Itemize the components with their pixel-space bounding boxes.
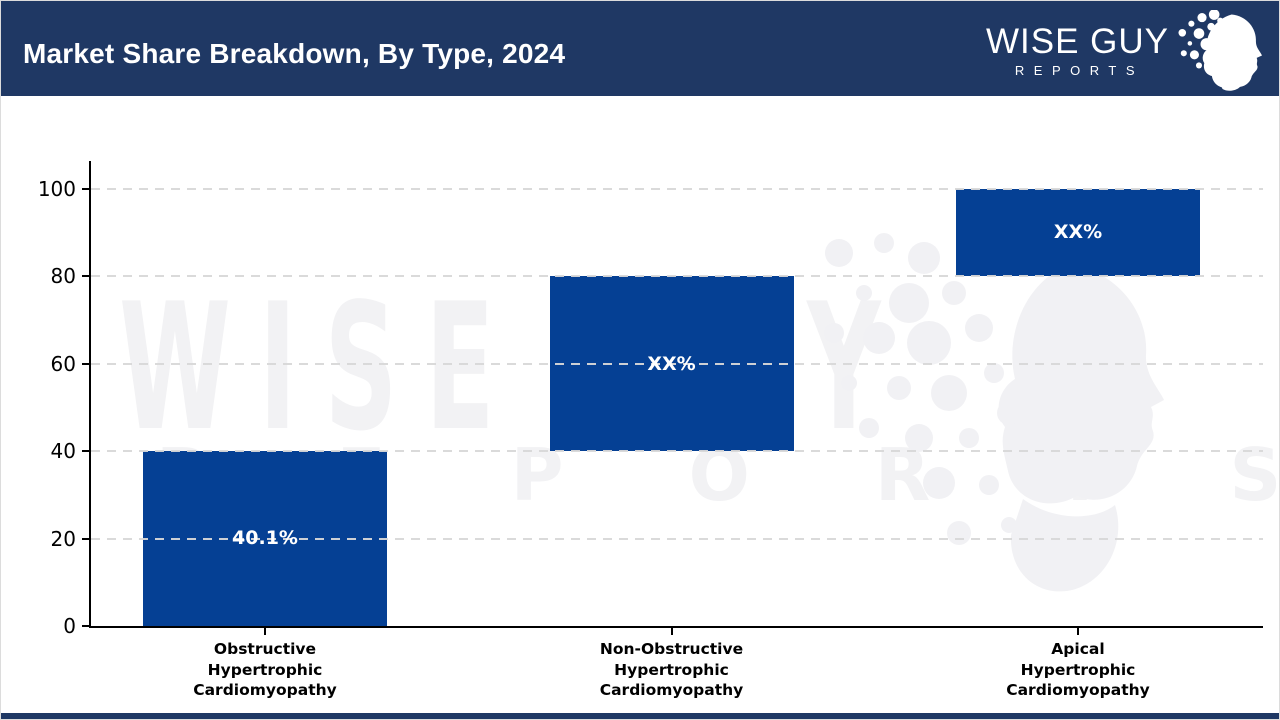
x-category-label: Non-Obstructive Hypertrophic Cardiomyopath… (600, 639, 744, 701)
y-axis-line (89, 161, 91, 628)
footer-bar (1, 713, 1279, 719)
x-category-label-line: Cardiomyopathy (599, 681, 744, 699)
x-axis-line (89, 626, 1263, 628)
x-category-label: Obstructive Hypertrophic Cardiomyopathy (193, 639, 337, 701)
logo-wiseguy-text: WISE GUY (985, 22, 1169, 61)
y-tick-label: 20 (50, 526, 76, 551)
logo-text: WISE GUY REPORTS (986, 24, 1169, 77)
x-category-label-line: Hypertrophic (614, 660, 729, 679)
y-tick-label: 40 (50, 439, 76, 464)
chart-title: Market Share Breakdown, By Type, 2024 (23, 37, 566, 69)
gridline-y40 (91, 450, 1263, 453)
x-category-label-line: Hypertrophic (1020, 660, 1136, 679)
bar-value-label: XX% (647, 352, 696, 375)
y-tick-mark (82, 537, 89, 540)
x-category-label-line: Obstructive (213, 640, 317, 658)
logo-reports-text: REPORTS (1014, 63, 1145, 78)
y-tick-mark (82, 187, 89, 190)
bar-value-label: 40.1% (232, 527, 298, 550)
y-tick-mark (82, 362, 89, 365)
bar-value-label: XX% (1053, 221, 1103, 244)
x-tick-mark (264, 628, 266, 635)
y-tick-label: 100 (37, 176, 76, 201)
y-tick-label: 80 (50, 264, 76, 289)
y-tick-mark (82, 275, 89, 278)
x-category-label-line: Cardiomyopathy (193, 681, 337, 699)
x-tick-mark (1077, 628, 1079, 635)
y-tick-mark (82, 625, 89, 627)
bar-segment-3 (956, 188, 1200, 277)
logo-head-icon (1178, 9, 1262, 91)
x-category-label-line: Hypertrophic (207, 660, 323, 679)
y-tick-label: 60 (50, 351, 76, 376)
x-category-label-line: Apical (1051, 640, 1105, 658)
header-bar: Market Share Breakdown, By Type, 2024 WI… (1, 1, 1279, 96)
gridline-y100 (91, 187, 1263, 190)
x-category-label: Apical Hypertrophic Cardiomyopathy (1006, 639, 1150, 701)
gridline-y80 (91, 275, 1263, 278)
wise-guy-reports-logo: WISE GUY REPORTS (986, 6, 1279, 92)
x-tick-mark (670, 628, 673, 635)
gridline-y20 (91, 537, 1263, 540)
x-category-label-line: Cardiomyopathy (1006, 681, 1150, 699)
y-tick-mark (82, 450, 89, 453)
y-tick-label: 0 (63, 614, 76, 638)
x-category-label-line: Non-Obstructive (599, 640, 744, 658)
watermark-head-logo (824, 233, 1164, 592)
gridline-y60 (91, 362, 1263, 365)
